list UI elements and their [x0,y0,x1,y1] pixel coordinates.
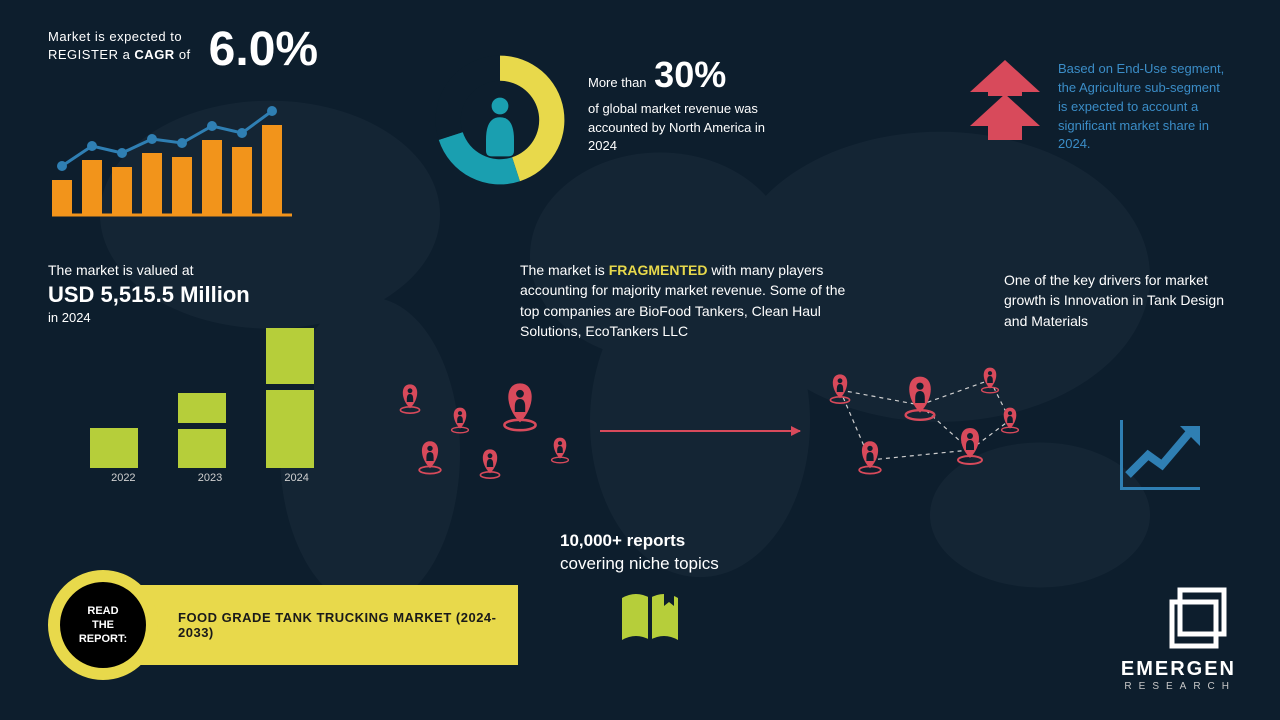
cagr-percent: 6.0% [209,22,318,77]
donut-percent: 30% [654,50,726,100]
read-report-pill[interactable]: READTHEREPORT: FOOD GRADE TANK TRUCKING … [48,570,518,680]
book-icon [620,590,680,645]
donut-prefix: More than [588,75,647,90]
cagr-line2: REGISTER a CAGR of [48,46,191,64]
arrow-connector [600,430,800,432]
logo-mark-icon [1166,582,1236,652]
read-report-ring: READTHEREPORT: [48,570,158,680]
logo-sub: RESEARCH [1121,681,1236,692]
reports-line1: 10,000+ reports [560,530,719,553]
bar-year-1: 2023 [198,472,222,484]
bar-year-0: 2022 [111,472,135,484]
fragmented-text: The market is FRAGMENTED with many playe… [520,260,850,341]
topright-block: Based on End-Use segment, the Agricultur… [970,60,1230,154]
pins-scatter [370,370,590,490]
donut-text: More than 30% of global market revenue w… [588,50,768,155]
logo-brand: EMERGEN [1121,658,1236,681]
growth-arrow-icon [1120,420,1200,490]
frag-highlight: FRAGMENTED [609,262,708,278]
valuation-lead: The market is valued at [48,262,250,278]
valuation-barchart: 2022 2023 2024 [80,310,340,480]
donut-body: of global market revenue was accounted b… [588,101,765,152]
brand-logo: EMERGEN RESEARCH [1121,582,1236,692]
reports-text: 10,000+ reports covering niche topics [560,530,719,576]
double-arrow-up-icon [970,60,1040,140]
driver-text: One of the key drivers for market growth… [1004,270,1234,331]
donut-chart [430,50,570,190]
bar-year-2: 2024 [284,472,308,484]
cagr-block: Market is expected to REGISTER a CAGR of… [48,28,318,77]
topright-text: Based on End-Use segment, the Agricultur… [1058,60,1230,154]
read-report-title: FOOD GRADE TANK TRUCKING MARKET (2024-20… [128,585,518,665]
cagr-minichart [52,100,292,220]
valuation-amount: USD 5,515.5 Million [48,282,250,308]
donut-block: More than 30% of global market revenue w… [430,50,768,190]
cagr-lead: Market is expected to REGISTER a CAGR of [48,28,191,63]
pins-network [810,360,1030,490]
cagr-line1: Market is expected to [48,28,191,46]
frag-pre: The market is [520,262,609,278]
reports-line2: covering niche topics [560,553,719,576]
